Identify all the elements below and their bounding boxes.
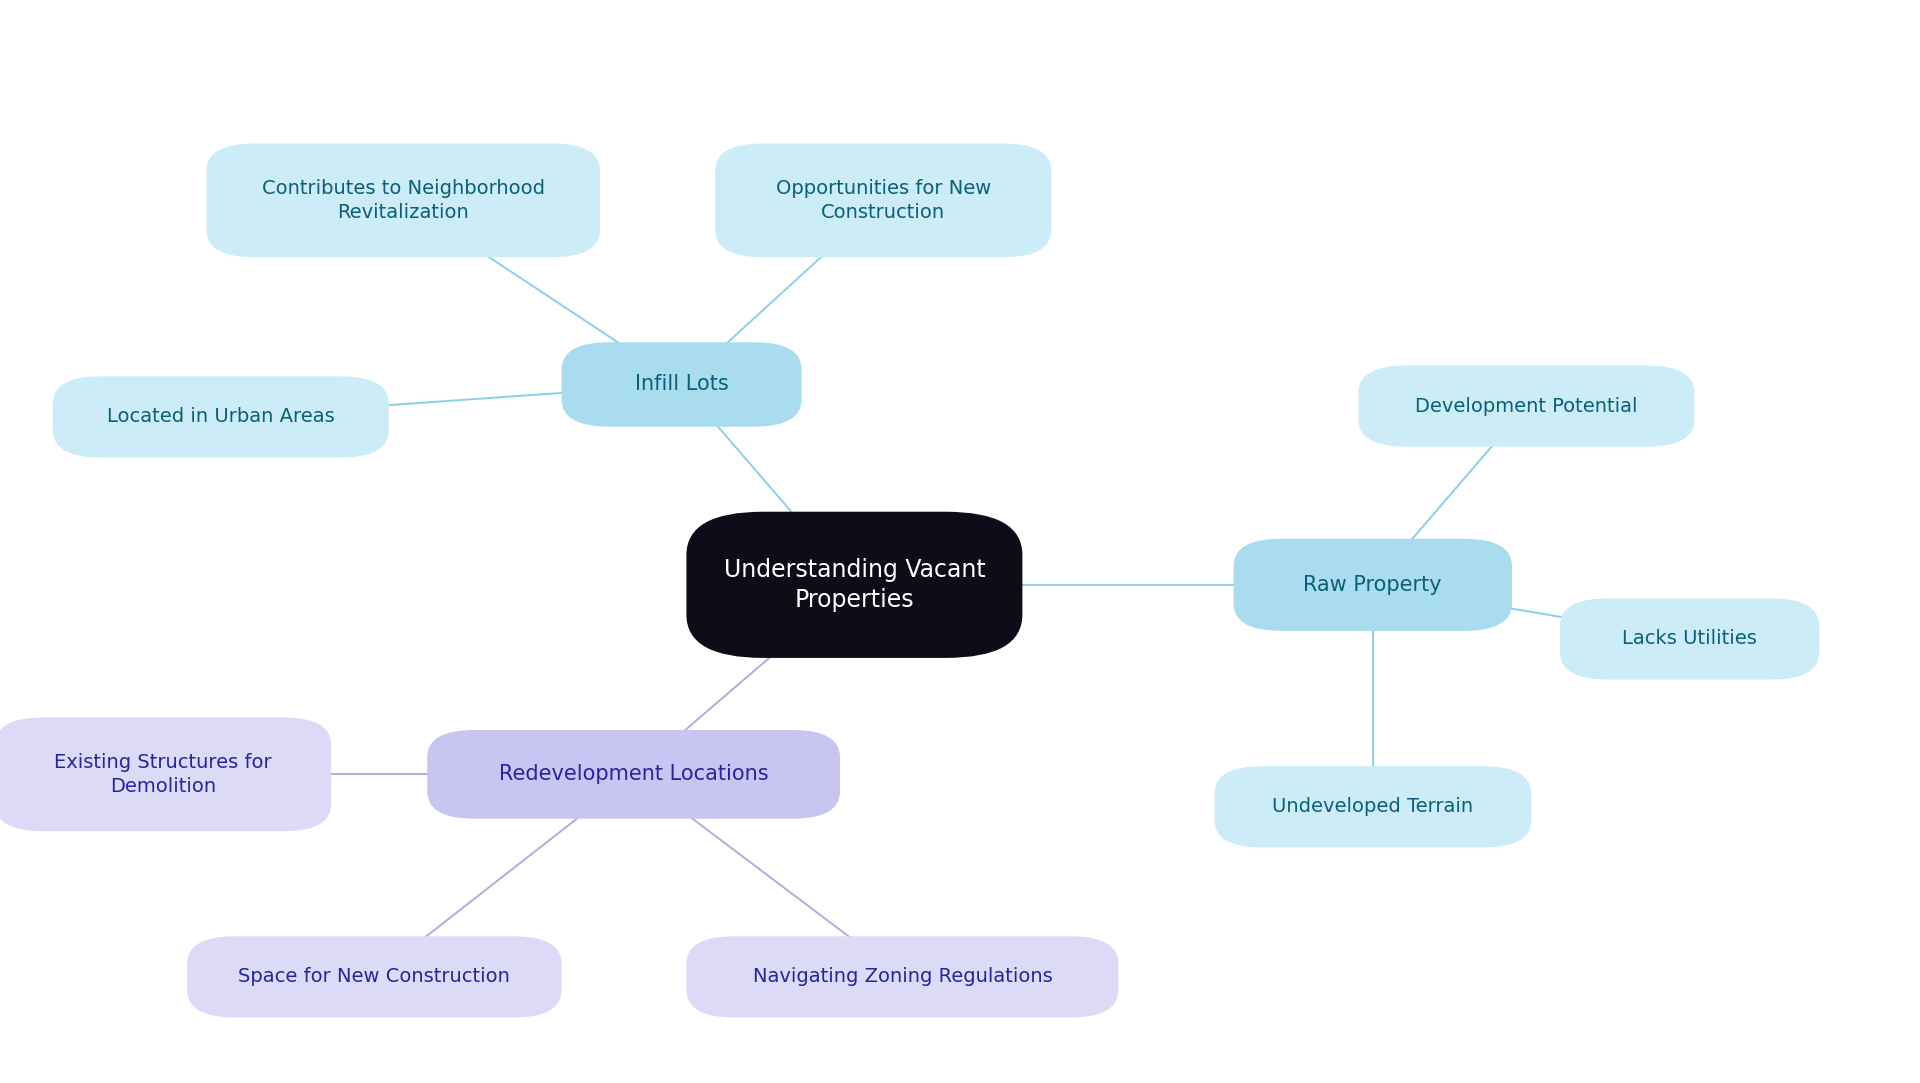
FancyBboxPatch shape xyxy=(207,144,599,258)
FancyBboxPatch shape xyxy=(1213,767,1532,847)
FancyBboxPatch shape xyxy=(1233,538,1513,630)
Text: Undeveloped Terrain: Undeveloped Terrain xyxy=(1273,797,1473,817)
Text: Space for New Construction: Space for New Construction xyxy=(238,967,511,987)
FancyBboxPatch shape xyxy=(561,342,801,427)
Text: Redevelopment Locations: Redevelopment Locations xyxy=(499,765,768,784)
Text: Infill Lots: Infill Lots xyxy=(636,375,728,394)
FancyBboxPatch shape xyxy=(0,718,330,832)
FancyBboxPatch shape xyxy=(54,377,388,457)
Text: Existing Structures for
Demolition: Existing Structures for Demolition xyxy=(54,753,273,796)
FancyBboxPatch shape xyxy=(687,936,1117,1018)
FancyBboxPatch shape xyxy=(428,730,841,819)
Text: Raw Property: Raw Property xyxy=(1304,575,1442,595)
Text: Opportunities for New
Construction: Opportunities for New Construction xyxy=(776,179,991,222)
FancyBboxPatch shape xyxy=(687,511,1021,657)
Text: Contributes to Neighborhood
Revitalization: Contributes to Neighborhood Revitalizati… xyxy=(261,179,545,222)
Text: Understanding Vacant
Properties: Understanding Vacant Properties xyxy=(724,558,985,612)
Text: Lacks Utilities: Lacks Utilities xyxy=(1622,629,1757,649)
FancyBboxPatch shape xyxy=(188,936,561,1018)
Text: Navigating Zoning Regulations: Navigating Zoning Regulations xyxy=(753,967,1052,987)
Text: Located in Urban Areas: Located in Urban Areas xyxy=(108,407,334,427)
FancyBboxPatch shape xyxy=(1359,366,1695,446)
Text: Development Potential: Development Potential xyxy=(1415,396,1638,416)
FancyBboxPatch shape xyxy=(714,144,1052,258)
FancyBboxPatch shape xyxy=(1559,598,1820,680)
